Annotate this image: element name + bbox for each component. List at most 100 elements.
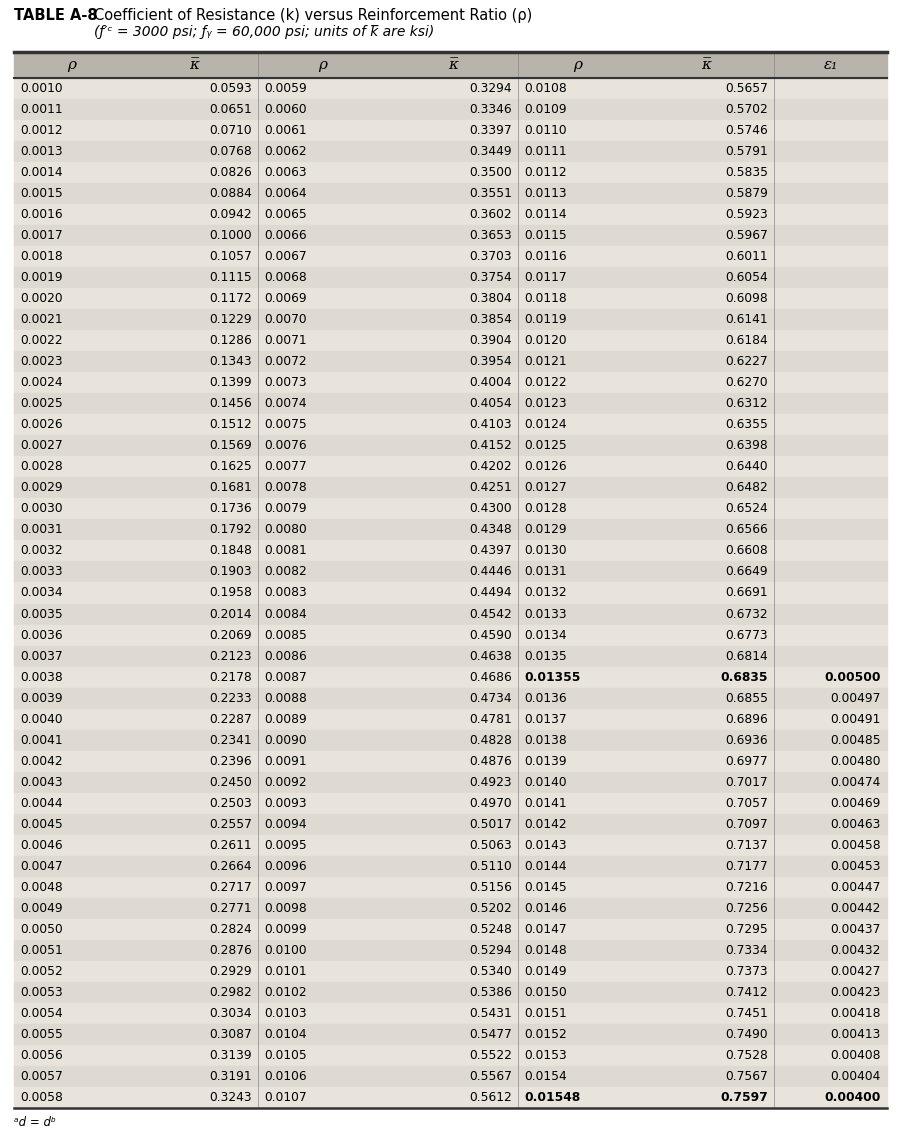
Bar [14, 414, 887, 435]
Bar [14, 561, 887, 582]
Text: 0.0058: 0.0058 [20, 1091, 63, 1104]
Text: 0.0071: 0.0071 [264, 335, 306, 347]
Text: 0.5746: 0.5746 [725, 124, 768, 137]
Text: 0.0139: 0.0139 [524, 754, 567, 768]
Text: 0.0016: 0.0016 [20, 208, 63, 222]
Text: 0.5657: 0.5657 [725, 83, 768, 95]
Text: 0.7177: 0.7177 [725, 860, 768, 873]
Text: 0.6814: 0.6814 [725, 649, 768, 663]
Text: 0.0057: 0.0057 [20, 1070, 63, 1083]
Text: 0.0018: 0.0018 [20, 250, 63, 264]
Text: 0.4348: 0.4348 [469, 524, 512, 536]
Text: 0.5294: 0.5294 [469, 944, 512, 957]
Bar [14, 267, 887, 288]
Text: 0.0103: 0.0103 [264, 1007, 306, 1020]
Text: 0.6184: 0.6184 [725, 335, 768, 347]
Text: 0.0014: 0.0014 [20, 166, 63, 179]
Text: 0.0010: 0.0010 [20, 83, 63, 95]
Text: 0.5110: 0.5110 [469, 860, 512, 873]
Text: 0.7334: 0.7334 [725, 944, 768, 957]
Bar [14, 477, 887, 499]
Text: 0.7490: 0.7490 [725, 1028, 768, 1041]
Text: 0.0063: 0.0063 [264, 166, 306, 179]
Text: 0.0128: 0.0128 [524, 502, 567, 516]
Bar [14, 288, 887, 309]
Text: ρ: ρ [318, 58, 327, 72]
Text: 0.0100: 0.0100 [264, 944, 306, 957]
Text: ε₁: ε₁ [824, 58, 838, 72]
Text: 0.0034: 0.0034 [20, 587, 63, 599]
Text: 0.0053: 0.0053 [20, 986, 63, 999]
Text: 0.7256: 0.7256 [725, 901, 768, 915]
Text: 0.0116: 0.0116 [524, 250, 567, 264]
Text: 0.2664: 0.2664 [209, 860, 252, 873]
Bar [14, 435, 887, 457]
Text: 0.0097: 0.0097 [264, 881, 306, 893]
Text: 0.2717: 0.2717 [209, 881, 252, 893]
Text: 0.0144: 0.0144 [524, 860, 567, 873]
Text: 0.3551: 0.3551 [469, 187, 512, 200]
Text: 0.5567: 0.5567 [469, 1070, 512, 1083]
Text: 0.6977: 0.6977 [725, 754, 768, 768]
Text: 0.00423: 0.00423 [831, 986, 881, 999]
Text: 0.2876: 0.2876 [209, 944, 252, 957]
Text: 0.1512: 0.1512 [209, 418, 252, 431]
Text: 0.0025: 0.0025 [20, 397, 63, 411]
Text: 0.0086: 0.0086 [264, 649, 306, 663]
Text: 0.4004: 0.4004 [469, 377, 512, 389]
Text: 0.0082: 0.0082 [264, 566, 306, 578]
Text: 0.5612: 0.5612 [469, 1091, 512, 1104]
Text: 0.4054: 0.4054 [469, 397, 512, 411]
Text: 0.00442: 0.00442 [831, 901, 881, 915]
Text: 0.0021: 0.0021 [20, 313, 63, 326]
Text: 0.0090: 0.0090 [264, 734, 306, 746]
Text: 0.0062: 0.0062 [264, 145, 306, 158]
Text: 0.1286: 0.1286 [209, 335, 252, 347]
Bar [14, 1024, 887, 1045]
Text: 0.0942: 0.0942 [209, 208, 252, 222]
Text: 0.7097: 0.7097 [725, 818, 768, 831]
Text: 0.1115: 0.1115 [209, 271, 252, 284]
Text: 0.0079: 0.0079 [264, 502, 306, 516]
Text: 0.0089: 0.0089 [264, 713, 306, 726]
Text: 0.0081: 0.0081 [264, 544, 306, 558]
Text: 0.0061: 0.0061 [264, 124, 306, 137]
Bar [14, 204, 887, 225]
Text: κ̅: κ̅ [701, 58, 711, 72]
Bar [14, 352, 887, 372]
Text: 0.6649: 0.6649 [725, 566, 768, 578]
Bar [14, 918, 887, 940]
Text: 0.4251: 0.4251 [469, 482, 512, 494]
Text: 0.6141: 0.6141 [725, 313, 768, 326]
Text: 0.0115: 0.0115 [524, 230, 567, 242]
Text: 0.0137: 0.0137 [524, 713, 567, 726]
Bar [14, 372, 887, 394]
Text: 0.3854: 0.3854 [469, 313, 512, 326]
Text: κ̅: κ̅ [189, 58, 199, 72]
Text: 0.00418: 0.00418 [831, 1007, 881, 1020]
Text: 0.0026: 0.0026 [20, 418, 63, 431]
Text: 0.1736: 0.1736 [209, 502, 252, 516]
Text: 0.0130: 0.0130 [524, 544, 567, 558]
Text: 0.2178: 0.2178 [209, 671, 252, 683]
Text: 0.0098: 0.0098 [264, 901, 306, 915]
Bar [14, 624, 887, 646]
Bar [14, 856, 887, 877]
Text: 0.4542: 0.4542 [469, 607, 512, 621]
Text: 0.0035: 0.0035 [20, 607, 63, 621]
Text: 0.3500: 0.3500 [469, 166, 512, 179]
Text: 0.6896: 0.6896 [725, 713, 768, 726]
Text: 0.3804: 0.3804 [469, 292, 512, 305]
Text: 0.6482: 0.6482 [725, 482, 768, 494]
Text: 0.7451: 0.7451 [725, 1007, 768, 1020]
Text: 0.0152: 0.0152 [524, 1028, 567, 1041]
Text: 0.0150: 0.0150 [524, 986, 567, 999]
Text: 0.1903: 0.1903 [209, 566, 252, 578]
Text: 0.0119: 0.0119 [524, 313, 567, 326]
Text: 0.0124: 0.0124 [524, 418, 567, 431]
Text: 0.3954: 0.3954 [469, 355, 512, 369]
Text: 0.6855: 0.6855 [725, 691, 768, 705]
Text: 0.0102: 0.0102 [264, 986, 306, 999]
Text: 0.6773: 0.6773 [725, 629, 768, 641]
Text: 0.2450: 0.2450 [209, 776, 252, 788]
